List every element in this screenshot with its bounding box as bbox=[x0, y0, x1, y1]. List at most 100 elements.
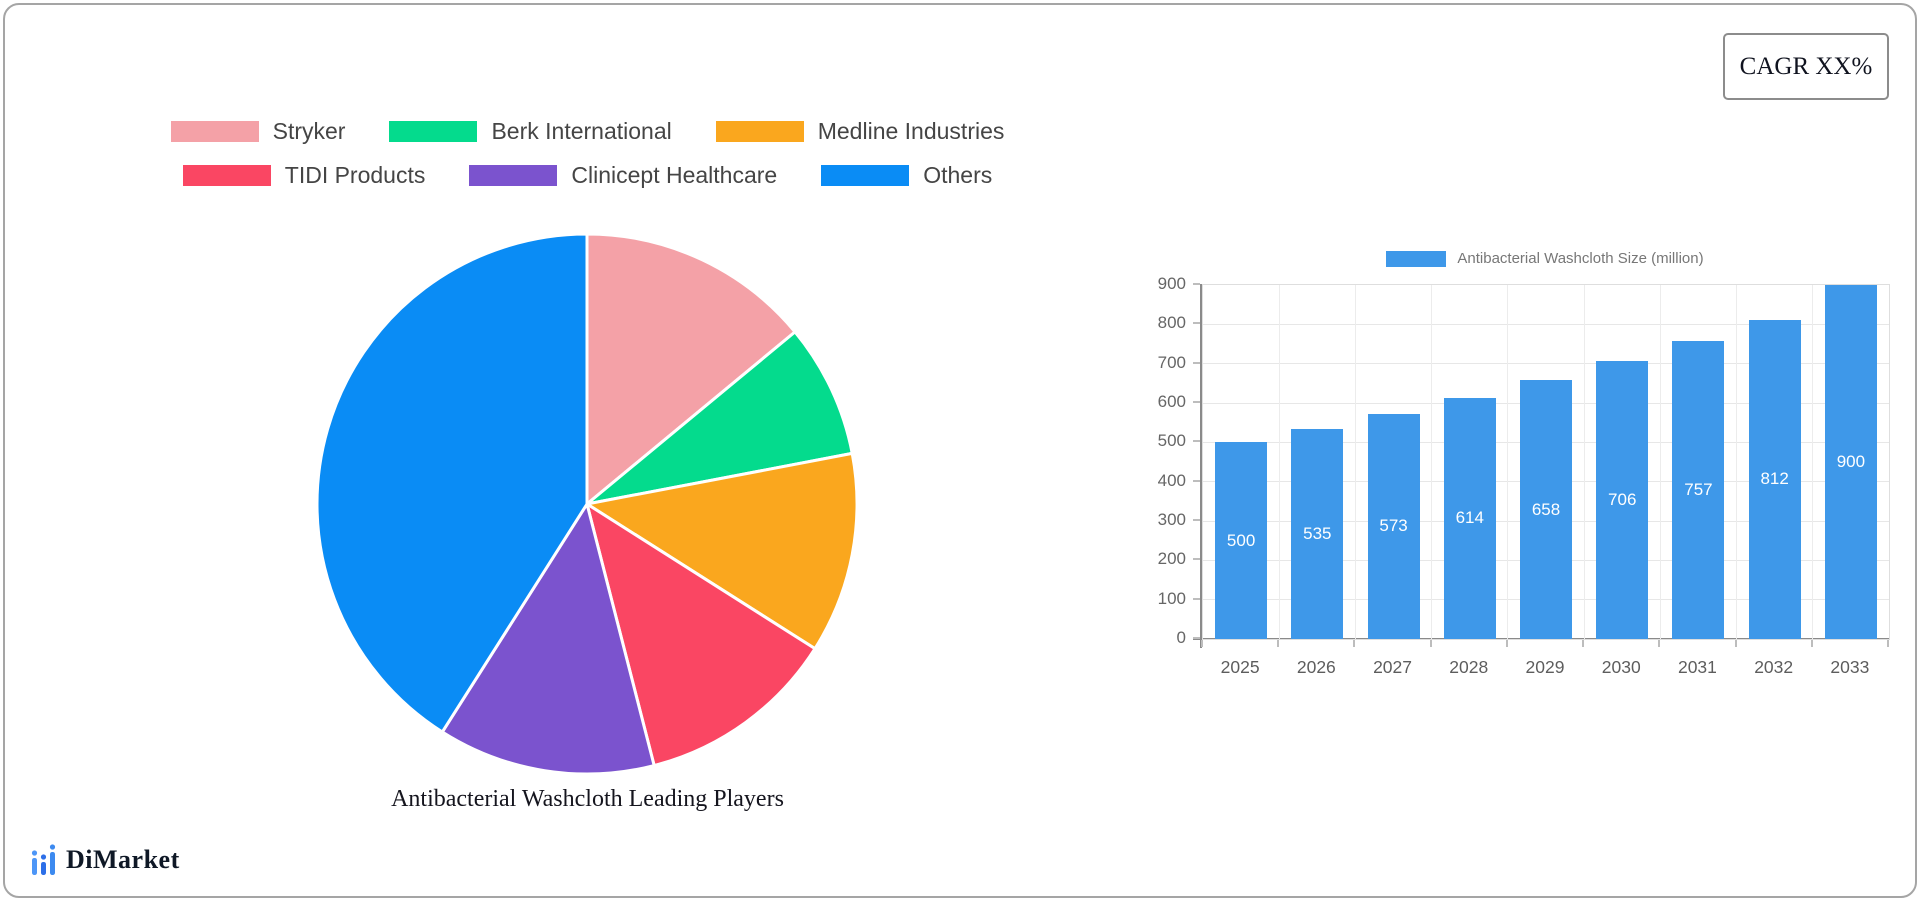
x-tick-label-2033: 2033 bbox=[1830, 657, 1870, 677]
legend-item-others: Others bbox=[821, 162, 992, 189]
cagr-label: CAGR XX% bbox=[1739, 52, 1873, 80]
legend-swatch-others bbox=[821, 165, 910, 186]
x-tick-5 bbox=[1582, 640, 1585, 647]
y-tick-label-500: 500 bbox=[1157, 431, 1186, 451]
y-tick-label-700: 700 bbox=[1157, 352, 1186, 372]
legend-label-medline-industries: Medline Industries bbox=[817, 118, 1005, 144]
legend-swatch-clinicept-healthcare bbox=[469, 165, 558, 186]
legend-item-berk-international: Berk International bbox=[389, 118, 672, 145]
y-tick-100 bbox=[1193, 597, 1200, 600]
legend-label-clinicept-healthcare: Clinicept Healthcare bbox=[571, 162, 778, 188]
y-tick-label-600: 600 bbox=[1157, 392, 1186, 411]
bar-value-label-2025: 500 bbox=[1226, 530, 1256, 550]
brand-name: DiMarket bbox=[66, 845, 180, 874]
y-tick-label-300: 300 bbox=[1157, 510, 1186, 529]
pie-chart-svg bbox=[315, 232, 859, 776]
x-tick-7 bbox=[1734, 640, 1737, 647]
bar-2026: 535 bbox=[1291, 428, 1344, 639]
y-tick-label-900: 900 bbox=[1157, 274, 1186, 293]
y-tick-label-800: 800 bbox=[1157, 313, 1186, 333]
legend-swatch-berk-international bbox=[389, 121, 478, 142]
legend-label-tidi-products: TIDI Products bbox=[284, 162, 426, 188]
x-tick-1 bbox=[1277, 640, 1280, 647]
pie-legend-row-1: Stryker Berk International Medline Industr… bbox=[170, 118, 1005, 145]
x-tick-2 bbox=[1353, 640, 1356, 647]
y-tick-300 bbox=[1193, 519, 1200, 521]
pie-legend-row-2: TIDI Products Clinicept Healthcare Others bbox=[182, 162, 992, 189]
y-tick-900 bbox=[1193, 283, 1200, 285]
x-tick-label-2025: 2025 bbox=[1220, 657, 1260, 677]
y-tick-700 bbox=[1193, 361, 1200, 364]
pie-slice-clinicept-healthcare bbox=[440, 502, 656, 776]
legend-label-stryker: Stryker bbox=[272, 118, 346, 144]
x-tick-label-2031: 2031 bbox=[1677, 657, 1717, 677]
pie-slice-berk-international bbox=[585, 330, 854, 506]
gridline-x-5 bbox=[1583, 285, 1585, 639]
gridline-y-700 bbox=[1203, 363, 1889, 365]
brand-bars-icon bbox=[31, 844, 56, 875]
y-tick-500 bbox=[1193, 440, 1200, 443]
y-tick-200 bbox=[1193, 558, 1200, 561]
legend-swatch-stryker bbox=[170, 121, 259, 142]
pie-legend: Stryker Berk International Medline Industr… bbox=[120, 118, 1055, 189]
bar-2025: 500 bbox=[1215, 442, 1268, 639]
pie-title: Antibacterial Washcloth Leading Players bbox=[391, 786, 784, 812]
bar-value-label-2026: 535 bbox=[1303, 523, 1332, 543]
gridline-y-800 bbox=[1203, 323, 1889, 325]
y-tick-400 bbox=[1193, 479, 1200, 482]
pie-slice-stryker bbox=[585, 232, 797, 506]
gridline-x-6 bbox=[1659, 285, 1661, 639]
bar-2031: 757 bbox=[1672, 341, 1725, 639]
gridline-x-1 bbox=[1278, 285, 1280, 639]
legend-item-stryker: Stryker bbox=[170, 118, 346, 145]
x-tick-label-2032: 2032 bbox=[1754, 657, 1794, 677]
y-tick-label-0: 0 bbox=[1176, 628, 1186, 647]
bar-2030: 706 bbox=[1596, 361, 1649, 639]
x-tick-label-2029: 2029 bbox=[1525, 657, 1565, 677]
bar-2032: 812 bbox=[1748, 319, 1801, 639]
bar-2027: 573 bbox=[1367, 413, 1420, 639]
gridline-x-2 bbox=[1354, 285, 1356, 639]
y-tick-label-100: 100 bbox=[1157, 588, 1186, 608]
x-tick-8 bbox=[1810, 640, 1813, 647]
x-tick-3 bbox=[1429, 640, 1432, 647]
pie-slice-medline-industries bbox=[585, 451, 859, 651]
bar-value-label-2031: 757 bbox=[1684, 480, 1713, 500]
y-tick-label-400: 400 bbox=[1157, 470, 1186, 490]
gridline-x-3 bbox=[1431, 285, 1433, 639]
legend-item-medline-industries: Medline Industries bbox=[715, 118, 1005, 145]
bar-chart-y-axis-line bbox=[1200, 284, 1202, 648]
legend-label-berk-international: Berk International bbox=[491, 118, 672, 144]
bar-value-label-2033: 900 bbox=[1836, 452, 1866, 471]
bar-2029: 658 bbox=[1520, 380, 1572, 639]
cagr-box: CAGR XX% bbox=[1723, 33, 1889, 100]
x-tick-4 bbox=[1505, 640, 1508, 647]
bar-chart-plot-area: 500 535 573 614 658 706 757 812 900 bbox=[1202, 284, 1890, 640]
y-tick-600 bbox=[1193, 401, 1200, 403]
legend-item-tidi-products: TIDI Products bbox=[182, 162, 426, 189]
x-tick-0 bbox=[1201, 640, 1203, 647]
pie-slice-tidi-products bbox=[585, 502, 817, 768]
bar-2033: 900 bbox=[1824, 285, 1877, 639]
bar-legend-label: Antibacterial Washcloth Size (million) bbox=[1457, 250, 1704, 267]
y-tick-800 bbox=[1193, 322, 1200, 325]
gridline-x-7 bbox=[1736, 285, 1738, 639]
legend-item-clinicept-healthcare: Clinicept Healthcare bbox=[469, 162, 777, 189]
x-tick-label-2026: 2026 bbox=[1296, 657, 1336, 677]
x-tick-6 bbox=[1658, 640, 1661, 647]
legend-swatch-medline-industries bbox=[715, 121, 804, 142]
gridline-x-4 bbox=[1507, 285, 1509, 639]
x-tick-label-2028: 2028 bbox=[1449, 657, 1489, 677]
bar-value-label-2027: 573 bbox=[1379, 516, 1408, 536]
bar-value-label-2030: 706 bbox=[1608, 490, 1637, 510]
bar-2028: 614 bbox=[1443, 397, 1496, 639]
x-tick-9 bbox=[1887, 640, 1889, 647]
legend-label-others: Others bbox=[923, 162, 993, 188]
bar-value-label-2028: 614 bbox=[1455, 508, 1484, 528]
y-tick-0 bbox=[1193, 637, 1200, 639]
gridline-x-8 bbox=[1812, 285, 1814, 639]
bar-value-label-2029: 658 bbox=[1531, 499, 1561, 519]
y-tick-label-200: 200 bbox=[1157, 549, 1186, 569]
bar-legend: Antibacterial Washcloth Size (million) bbox=[1202, 250, 1888, 267]
